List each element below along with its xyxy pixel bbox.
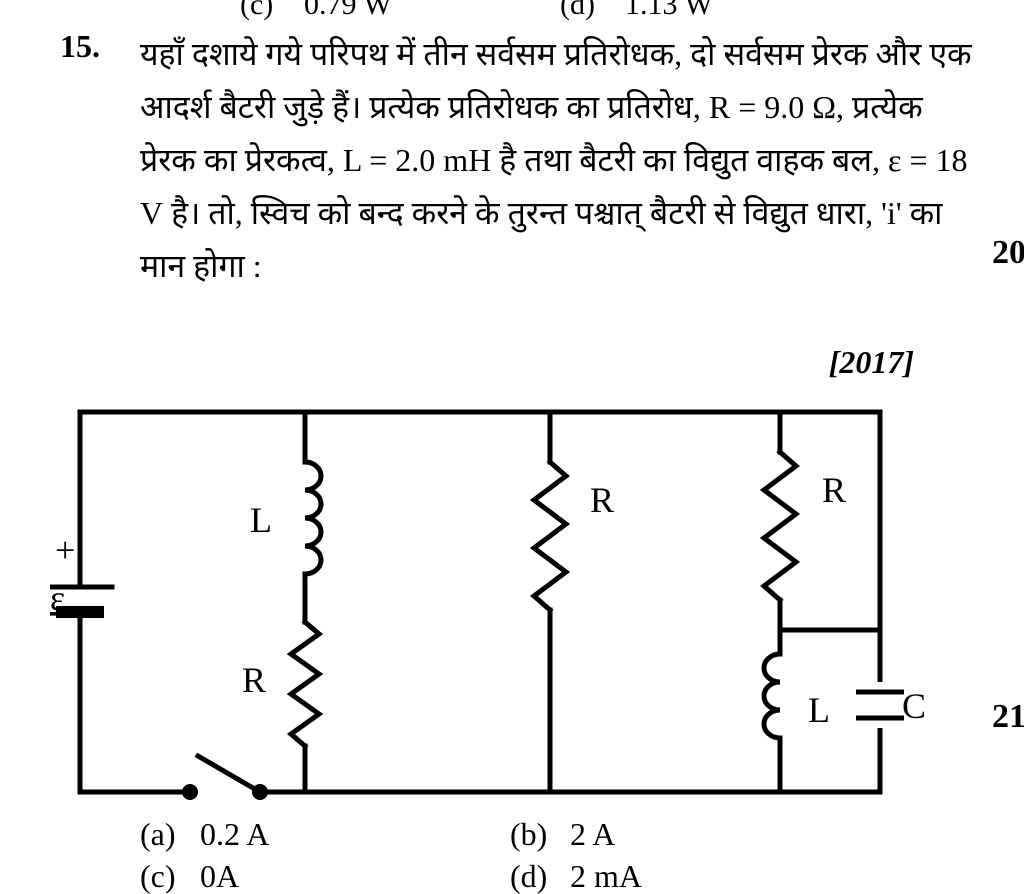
question-block: 15. यहाँ दशाये गये परिपथ में तीन सर्वसम … <box>60 28 980 294</box>
prev-opt-c-label: (c) <box>240 0 273 22</box>
label-plus: + <box>55 530 75 570</box>
option-d-value: 2 mA <box>570 856 642 894</box>
question-number: 15. <box>60 28 140 65</box>
question-text: यहाँ दशाये गये परिपथ में तीन सर्वसम प्रत… <box>140 28 980 294</box>
prev-opt-d-value: 1.13 W <box>625 0 713 22</box>
option-a-value: 0.2 A <box>200 814 269 856</box>
label-r1: R <box>242 660 266 700</box>
option-d: (d) 2 mA <box>510 856 642 894</box>
option-c: (c) 0A <box>140 856 510 894</box>
label-r-mid: R <box>590 480 614 520</box>
circuit-diagram: + ε L R R R L C <box>50 392 930 812</box>
option-d-label: (d) <box>510 856 570 894</box>
margin-number-21: 21 <box>992 698 1024 736</box>
option-c-value: 0A <box>200 856 239 894</box>
option-b: (b) 2 A <box>510 814 615 856</box>
option-b-label: (b) <box>510 814 570 856</box>
label-epsilon: ε <box>50 578 65 618</box>
margin-number-20: 20 <box>992 234 1024 272</box>
options: (a) 0.2 A (b) 2 A (c) 0A (d) 2 mA <box>140 814 920 894</box>
label-l2: L <box>808 690 830 730</box>
question-year: [2017] <box>829 344 914 381</box>
option-a-label: (a) <box>140 814 200 856</box>
option-b-value: 2 A <box>570 814 615 856</box>
option-a: (a) 0.2 A <box>140 814 510 856</box>
prev-opt-d-label: (d) <box>560 0 595 22</box>
label-r-right: R <box>822 470 846 510</box>
label-c: C <box>902 686 926 726</box>
option-c-label: (c) <box>140 856 200 894</box>
page: (c) 0.79 W (d) 1.13 W 15. यहाँ दशाये गये… <box>0 0 1024 894</box>
prev-opt-c-value: 0.79 W <box>304 0 392 22</box>
label-l1: L <box>250 500 272 540</box>
